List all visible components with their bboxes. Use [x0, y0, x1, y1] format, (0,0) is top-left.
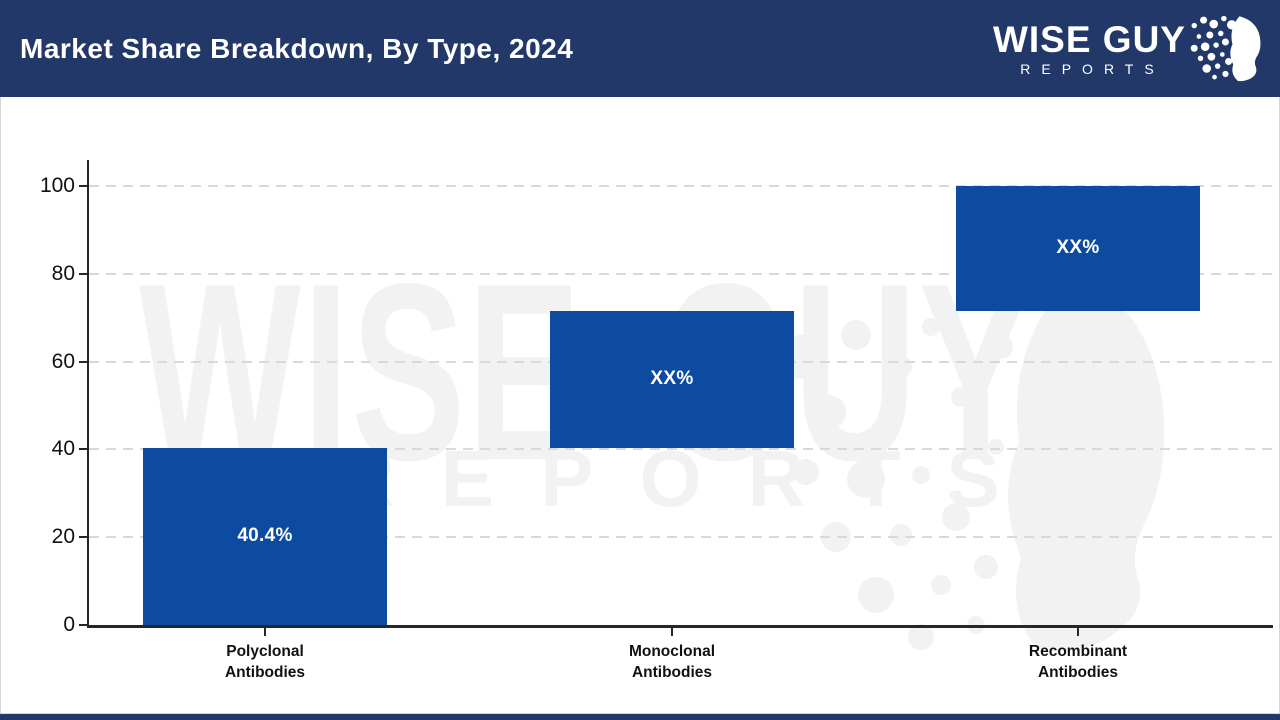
- x-tick-mark: [671, 628, 673, 636]
- logo-face-dots-icon: [1190, 15, 1261, 81]
- logo-name-text: WISE GUY: [992, 19, 1186, 60]
- gridline-20: [89, 536, 1273, 539]
- x-category-label-monoclonal-antibodies: Monoclonal Antibodies: [628, 643, 716, 682]
- bar-value-label: 40.4%: [237, 525, 293, 547]
- y-tick-mark: [79, 448, 87, 451]
- x-axis: [87, 625, 1273, 628]
- bar-value-label: XX%: [650, 368, 694, 390]
- bar-monoclonal-antibodies: XX%: [550, 310, 794, 448]
- wise-guy-logo: WISE GUY REPORTS: [993, 9, 1266, 89]
- footer-bar: [0, 714, 1280, 720]
- chart-canvas: WISE GUY REPORTS 0 20 40 60 80 100 40.4% Polycl…: [0, 97, 1280, 714]
- x-category-label-polyclonal-antibodies: Polyclonal Antibodies: [224, 643, 306, 682]
- x-category-label-recombinant-antibodies: Recombinant Antibodies: [1028, 643, 1128, 682]
- y-tick-label: 20: [51, 525, 75, 549]
- y-tick-label: 80: [51, 261, 75, 285]
- bar-value-label: XX%: [1056, 237, 1100, 259]
- x-tick-mark: [264, 628, 266, 636]
- y-tick-mark: [79, 185, 87, 187]
- y-tick-mark: [79, 536, 87, 539]
- watermark-subtext: REPORTS: [337, 434, 1046, 523]
- y-tick-label: 100: [39, 174, 75, 197]
- gridline-80: [89, 272, 1273, 275]
- bar-recombinant-antibodies: XX%: [956, 186, 1200, 311]
- bar-polyclonal-antibodies: 40.4%: [143, 447, 387, 625]
- gridline-40: [89, 448, 1273, 451]
- y-tick-label: 60: [51, 349, 75, 373]
- y-tick-mark: [79, 624, 87, 626]
- logo-sub-text: REPORTS: [1020, 61, 1165, 77]
- x-tick-mark: [1077, 628, 1079, 636]
- y-tick-mark: [79, 360, 87, 363]
- y-tick-label: 0: [63, 613, 75, 636]
- y-tick-mark: [79, 272, 87, 275]
- logo-wordmark: WISE GUY REPORTS: [993, 21, 1186, 76]
- header-bar: Market Share Breakdown, By Type, 2024 WI…: [0, 0, 1280, 97]
- page-title: Market Share Breakdown, By Type, 2024: [20, 32, 574, 64]
- gridline-100: [89, 185, 1273, 187]
- y-axis: [87, 160, 89, 627]
- y-tick-label: 40: [51, 437, 75, 461]
